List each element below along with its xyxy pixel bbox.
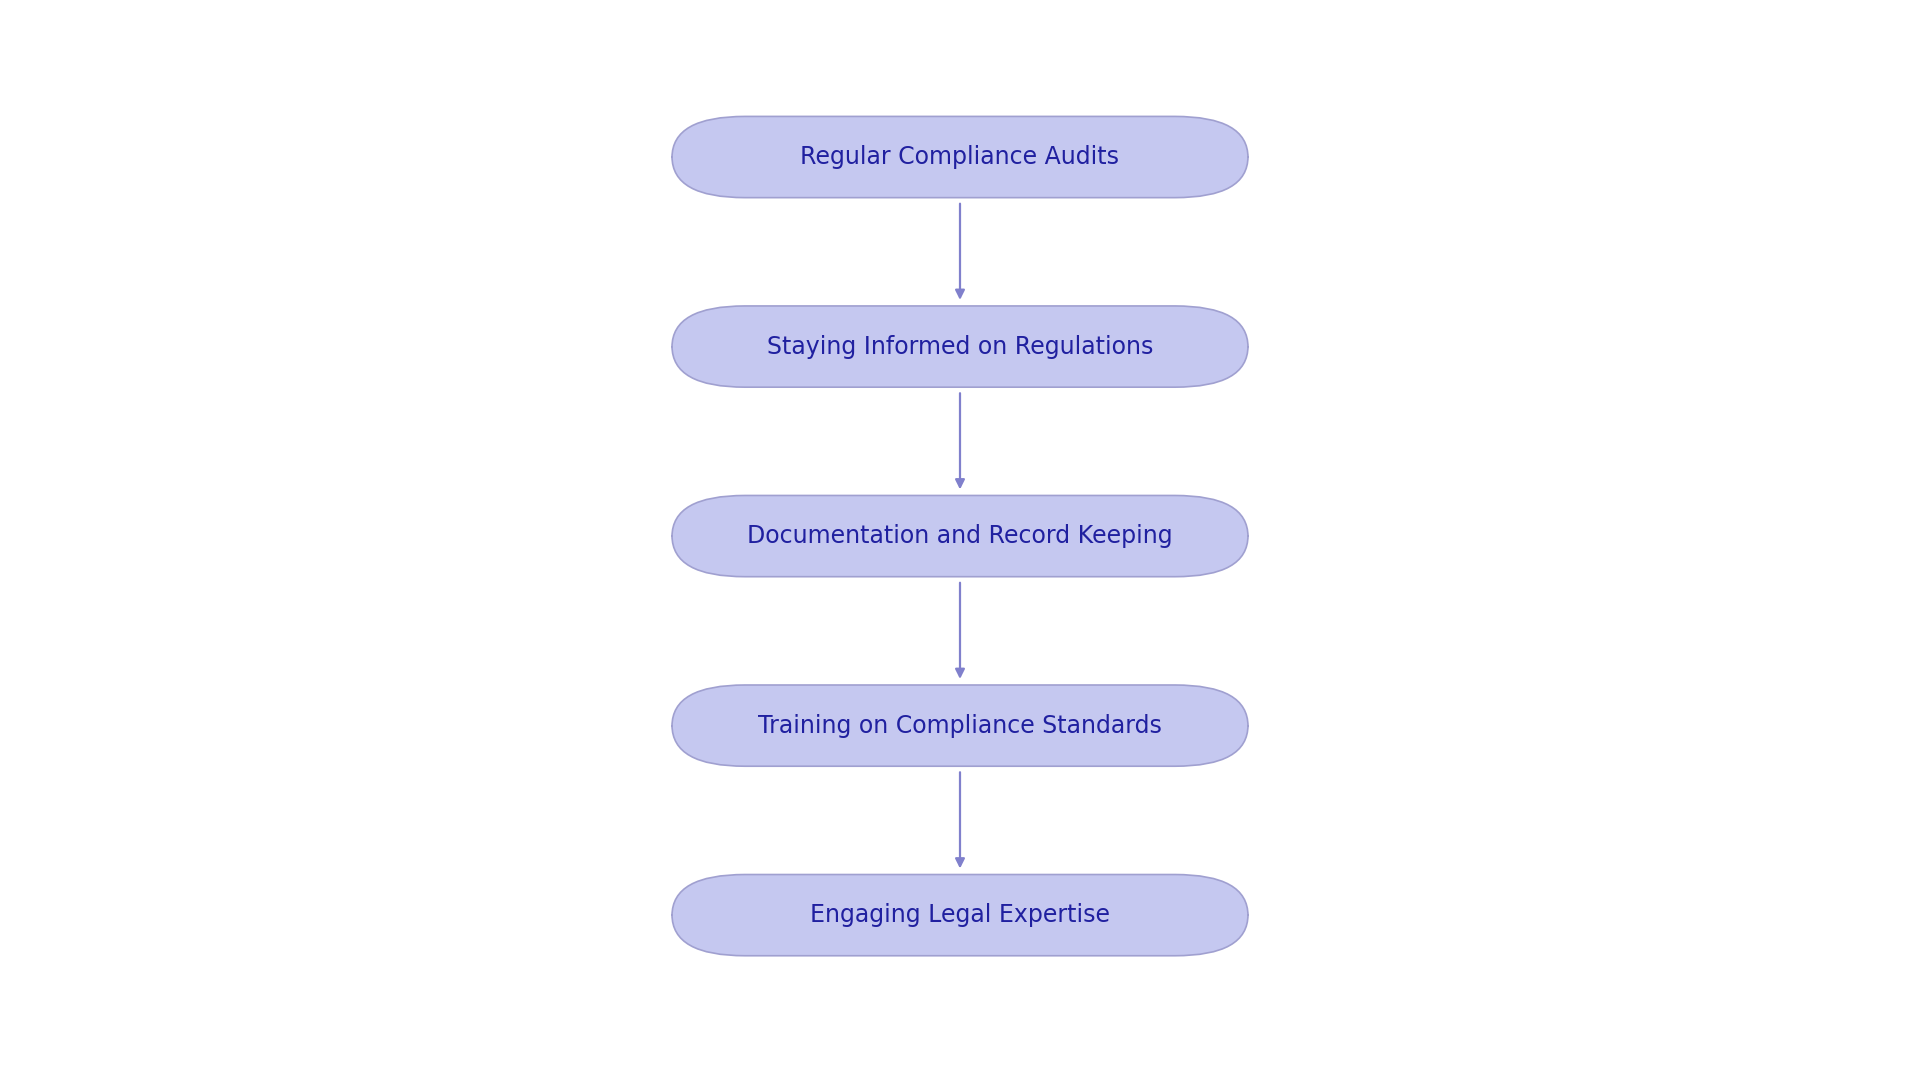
- Text: Regular Compliance Audits: Regular Compliance Audits: [801, 145, 1119, 169]
- FancyBboxPatch shape: [672, 875, 1248, 955]
- Text: Training on Compliance Standards: Training on Compliance Standards: [758, 714, 1162, 738]
- Text: Engaging Legal Expertise: Engaging Legal Expertise: [810, 903, 1110, 927]
- FancyBboxPatch shape: [672, 306, 1248, 388]
- FancyBboxPatch shape: [672, 496, 1248, 576]
- FancyBboxPatch shape: [672, 684, 1248, 766]
- Text: Staying Informed on Regulations: Staying Informed on Regulations: [766, 335, 1154, 358]
- Text: Documentation and Record Keeping: Documentation and Record Keeping: [747, 524, 1173, 548]
- FancyBboxPatch shape: [672, 117, 1248, 198]
